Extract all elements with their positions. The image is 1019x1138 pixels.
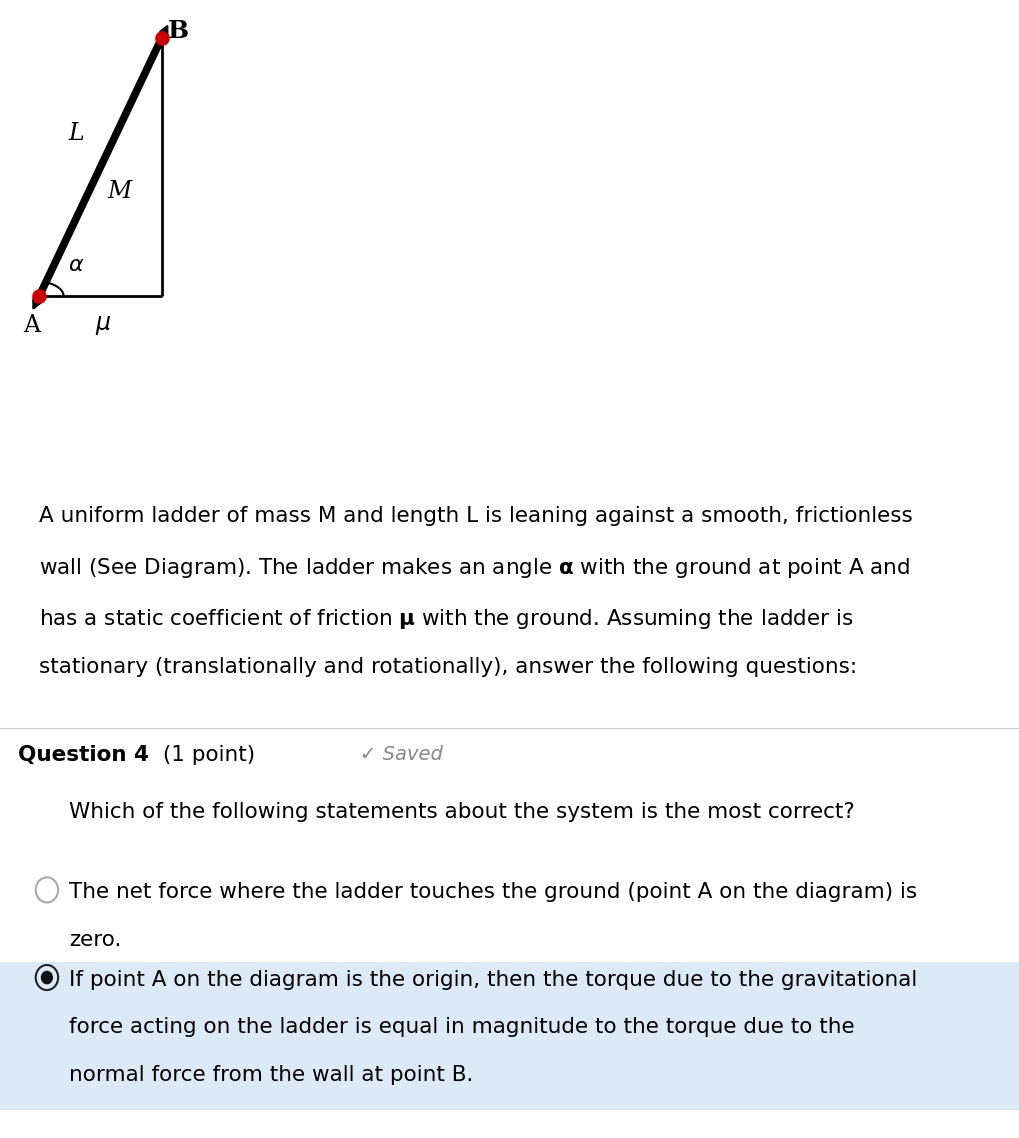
Point <box>153 30 169 48</box>
Text: (1 point): (1 point) <box>156 745 255 766</box>
Text: Question 4: Question 4 <box>18 745 149 766</box>
Text: has a static coefficient of friction $\mathbf{\mu}$ with the ground. Assuming th: has a static coefficient of friction $\m… <box>39 607 853 630</box>
Text: M: M <box>108 180 131 203</box>
Circle shape <box>41 971 53 984</box>
Text: L: L <box>68 122 84 146</box>
Text: force acting on the ladder is equal in magnitude to the torque due to the: force acting on the ladder is equal in m… <box>69 1017 854 1037</box>
Text: If point A on the diagram is the origin, then the torque due to the gravitationa: If point A on the diagram is the origin,… <box>69 970 917 990</box>
Text: B: B <box>168 19 190 43</box>
Text: ✓ Saved: ✓ Saved <box>360 745 442 765</box>
Text: wall (See Diagram). The ladder makes an angle $\mathbf{\alpha}$ with the ground : wall (See Diagram). The ladder makes an … <box>39 556 909 580</box>
Text: zero.: zero. <box>69 930 121 949</box>
Text: The net force where the ladder touches the ground (point A on the diagram) is: The net force where the ladder touches t… <box>69 882 916 902</box>
Text: $\mu$: $\mu$ <box>95 313 111 337</box>
Text: Which of the following statements about the system is the most correct?: Which of the following statements about … <box>69 802 854 823</box>
FancyBboxPatch shape <box>0 962 1019 1110</box>
Point <box>31 287 47 305</box>
Text: $\alpha$: $\alpha$ <box>67 255 84 275</box>
Text: stationary (translationally and rotationally), answer the following questions:: stationary (translationally and rotation… <box>39 657 856 677</box>
Text: A: A <box>23 313 41 337</box>
Text: normal force from the wall at point B.: normal force from the wall at point B. <box>69 1065 473 1085</box>
Text: A uniform ladder of mass M and length L is leaning against a smooth, frictionles: A uniform ladder of mass M and length L … <box>39 506 912 527</box>
